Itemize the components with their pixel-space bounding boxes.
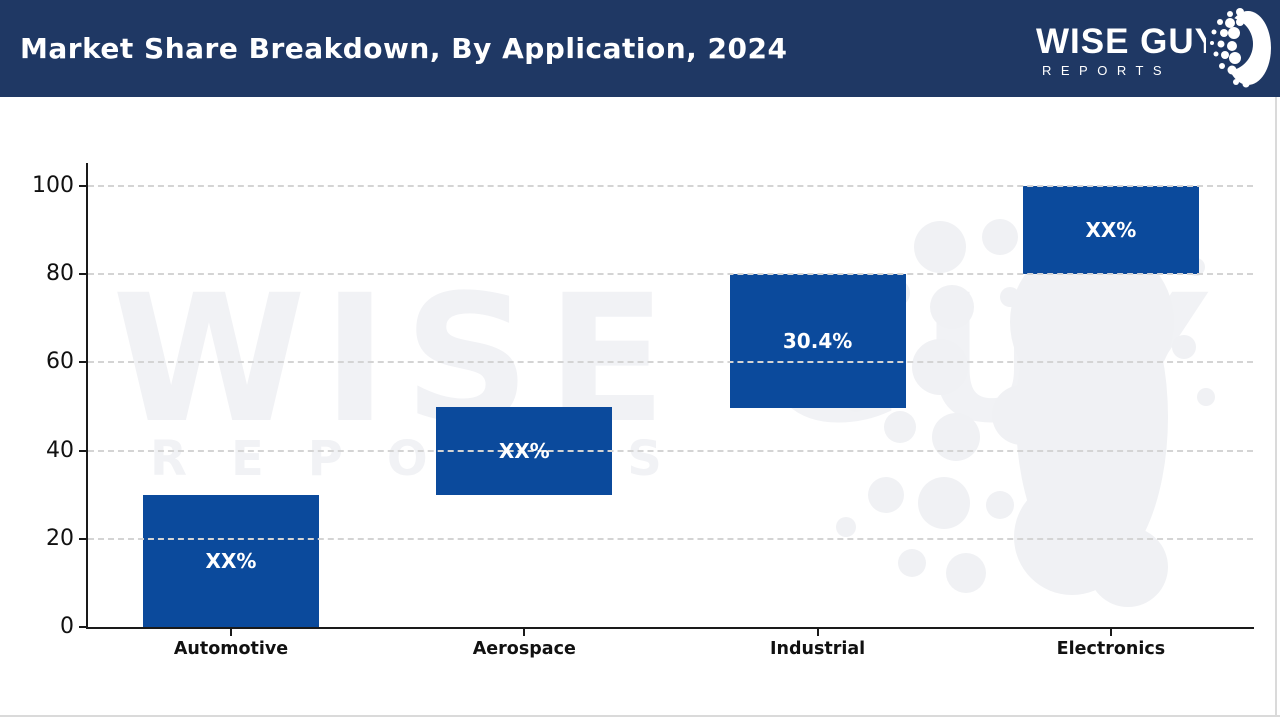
y-axis-tick-label: 80 [46,261,74,287]
header-bar: Market Share Breakdown, By Application, … [0,0,1280,97]
brand-sub-wordmark: REPORTS [1042,63,1172,78]
x-axis-tick [523,629,526,636]
bar-automotive [143,494,319,627]
y-axis-tick [79,273,86,276]
x-category-label: Electronics [1056,639,1166,659]
bar-value-label: 30.4% [782,329,853,354]
y-axis-line [86,163,88,629]
plot-region: 0 20 40 60 80 100 XX% Automotive XX% Aerospace 30.… [0,97,1280,720]
x-category-label: Industrial [770,639,866,659]
x-category-label: Automotive [173,639,289,659]
y-axis-tick-label: 60 [46,349,74,375]
x-axis-line [86,627,1254,629]
y-axis-tick [79,626,86,628]
bottom-edge-line [0,715,1280,717]
x-axis-tick [1109,629,1112,636]
bar-value-label: XX% [1085,218,1137,243]
x-axis-tick [816,629,819,636]
page-title: Market Share Breakdown, By Application, … [20,32,788,65]
gridline [88,273,1253,276]
gridline [88,361,1253,364]
y-axis-tick-label: 0 [60,614,74,639]
x-category-label: Aerospace [472,639,576,659]
right-edge-line [1275,97,1277,715]
y-axis-tick-label: 100 [32,173,74,198]
y-axis-tick [79,449,86,452]
y-axis-tick [79,185,86,187]
gridline [88,449,1253,452]
brand-logo: WISE GUY REPORTS [1010,6,1272,92]
x-axis-tick [230,629,232,636]
gridline [88,537,1253,540]
gridline [88,185,1253,187]
chart-area: WISE GUY REPORTS 0 20 40 [0,97,1280,720]
dotted-head-icon [1206,8,1271,88]
brand-wordmark: WISE GUY [1036,22,1220,61]
y-axis-tick [79,361,86,364]
bar-value-label: XX% [205,548,257,573]
y-axis-tick-label: 40 [46,437,74,463]
bar-value-label: XX% [498,438,550,463]
y-axis-tick [79,537,86,540]
y-axis-tick-label: 20 [46,525,74,551]
